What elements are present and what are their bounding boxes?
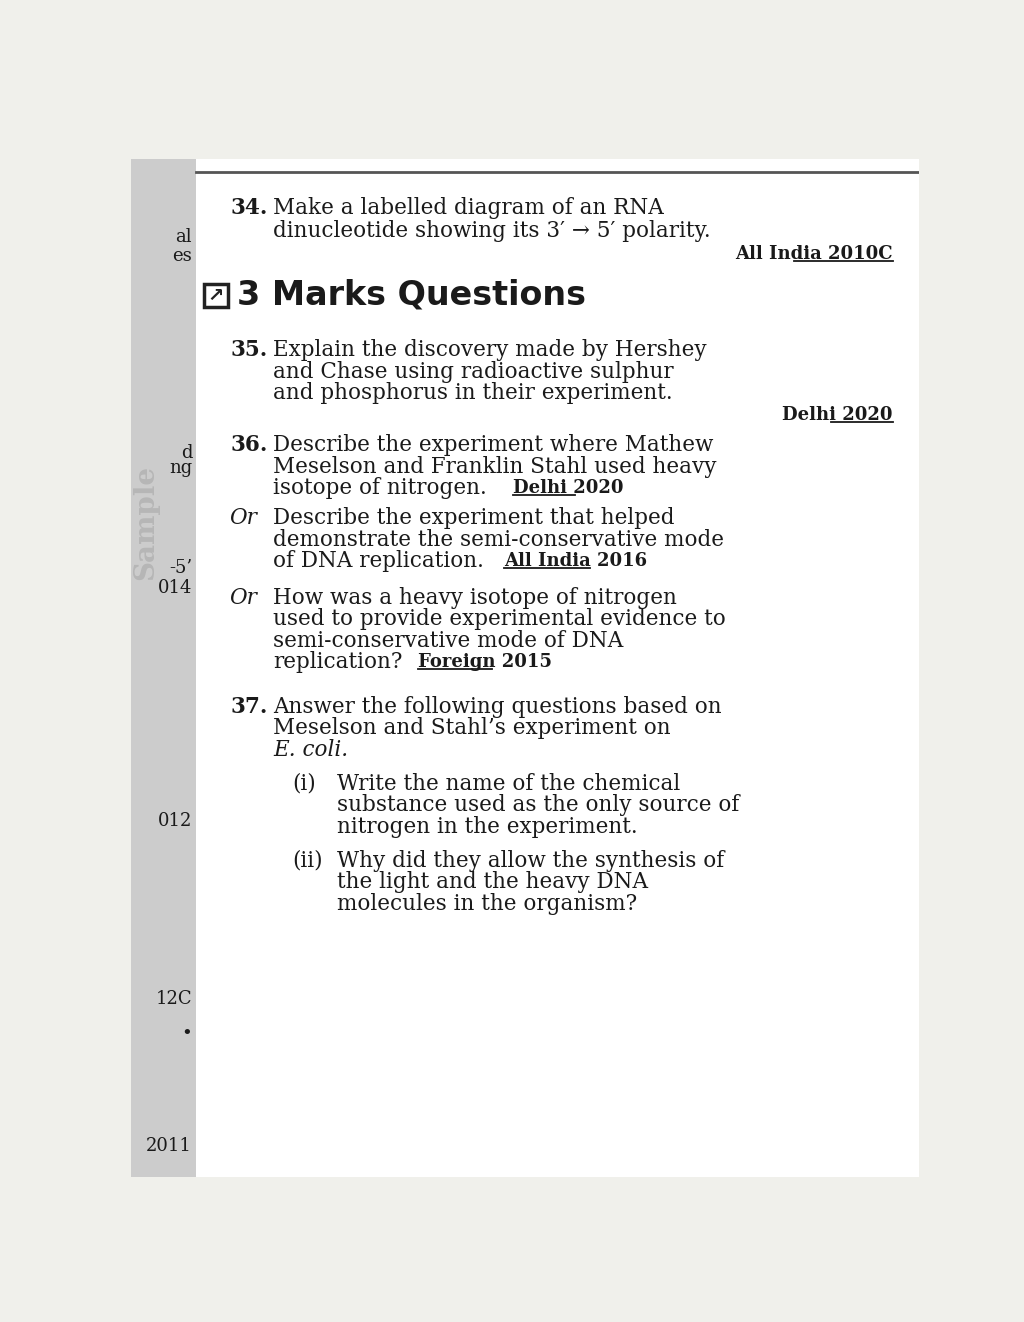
Text: Describe the experiment that helped: Describe the experiment that helped xyxy=(273,508,675,529)
Text: nitrogen in the experiment.: nitrogen in the experiment. xyxy=(337,816,638,838)
Text: 34.: 34. xyxy=(230,197,268,219)
Text: and Chase using radioactive sulphur: and Chase using radioactive sulphur xyxy=(273,361,674,383)
Text: All India 2010C: All India 2010C xyxy=(735,245,893,263)
Text: 3 Marks Questions: 3 Marks Questions xyxy=(237,279,586,312)
Text: demonstrate the semi-conservative mode: demonstrate the semi-conservative mode xyxy=(273,529,724,551)
Text: Meselson and Franklin Stahl used heavy: Meselson and Franklin Stahl used heavy xyxy=(273,456,717,477)
Text: molecules in the organism?: molecules in the organism? xyxy=(337,892,637,915)
Text: Or: Or xyxy=(229,587,257,608)
Text: Describe the experiment where Mathew: Describe the experiment where Mathew xyxy=(273,434,714,456)
Text: Delhi 2020: Delhi 2020 xyxy=(782,406,893,424)
Text: semi-conservative mode of DNA: semi-conservative mode of DNA xyxy=(273,629,624,652)
Text: es: es xyxy=(172,247,193,266)
Text: Write the name of the chemical: Write the name of the chemical xyxy=(337,773,680,795)
Text: Why did they allow the synthesis of: Why did they allow the synthesis of xyxy=(337,850,724,873)
Text: of DNA replication.: of DNA replication. xyxy=(273,550,484,572)
Text: Delhi 2020: Delhi 2020 xyxy=(513,479,624,497)
FancyBboxPatch shape xyxy=(205,284,227,307)
Text: How was a heavy isotope of nitrogen: How was a heavy isotope of nitrogen xyxy=(273,587,677,608)
Text: d: d xyxy=(180,444,193,461)
Text: Explain the discovery made by Hershey: Explain the discovery made by Hershey xyxy=(273,340,707,361)
Text: substance used as the only source of: substance used as the only source of xyxy=(337,795,739,817)
Text: Meselson and Stahl’s experiment on: Meselson and Stahl’s experiment on xyxy=(273,718,671,739)
Text: Make a labelled diagram of an RNA: Make a labelled diagram of an RNA xyxy=(273,197,664,219)
Text: and phosphorus in their experiment.: and phosphorus in their experiment. xyxy=(273,382,673,405)
Text: dinucleotide showing its 3′ → 5′ polarity.: dinucleotide showing its 3′ → 5′ polarit… xyxy=(273,219,711,242)
Text: 37.: 37. xyxy=(230,695,268,718)
Text: 2011: 2011 xyxy=(146,1137,193,1155)
Text: al: al xyxy=(175,229,193,246)
Text: -5’: -5’ xyxy=(169,559,193,578)
Text: ng: ng xyxy=(169,459,193,477)
Text: Answer the following questions based on: Answer the following questions based on xyxy=(273,695,722,718)
Text: replication?: replication? xyxy=(273,652,402,673)
Text: the light and the heavy DNA: the light and the heavy DNA xyxy=(337,871,648,894)
Text: 012: 012 xyxy=(158,812,193,830)
Text: •: • xyxy=(181,1025,193,1043)
Text: E. coli.: E. coli. xyxy=(273,739,348,761)
Text: 014: 014 xyxy=(158,579,193,596)
Text: Sample: Sample xyxy=(132,464,160,579)
Text: used to provide experimental evidence to: used to provide experimental evidence to xyxy=(273,608,726,631)
Text: 36.: 36. xyxy=(230,434,268,456)
Text: Or: Or xyxy=(229,508,257,529)
Text: 12C: 12C xyxy=(156,990,193,1007)
FancyBboxPatch shape xyxy=(131,159,196,1177)
Text: (i): (i) xyxy=(292,773,316,795)
Text: (ii): (ii) xyxy=(292,850,323,873)
Text: isotope of nitrogen.: isotope of nitrogen. xyxy=(273,477,486,500)
Text: 35.: 35. xyxy=(230,340,268,361)
Text: ↗: ↗ xyxy=(208,286,224,304)
Text: All India 2016: All India 2016 xyxy=(504,553,647,570)
FancyBboxPatch shape xyxy=(196,159,920,1177)
Text: Foreign 2015: Foreign 2015 xyxy=(418,653,552,672)
